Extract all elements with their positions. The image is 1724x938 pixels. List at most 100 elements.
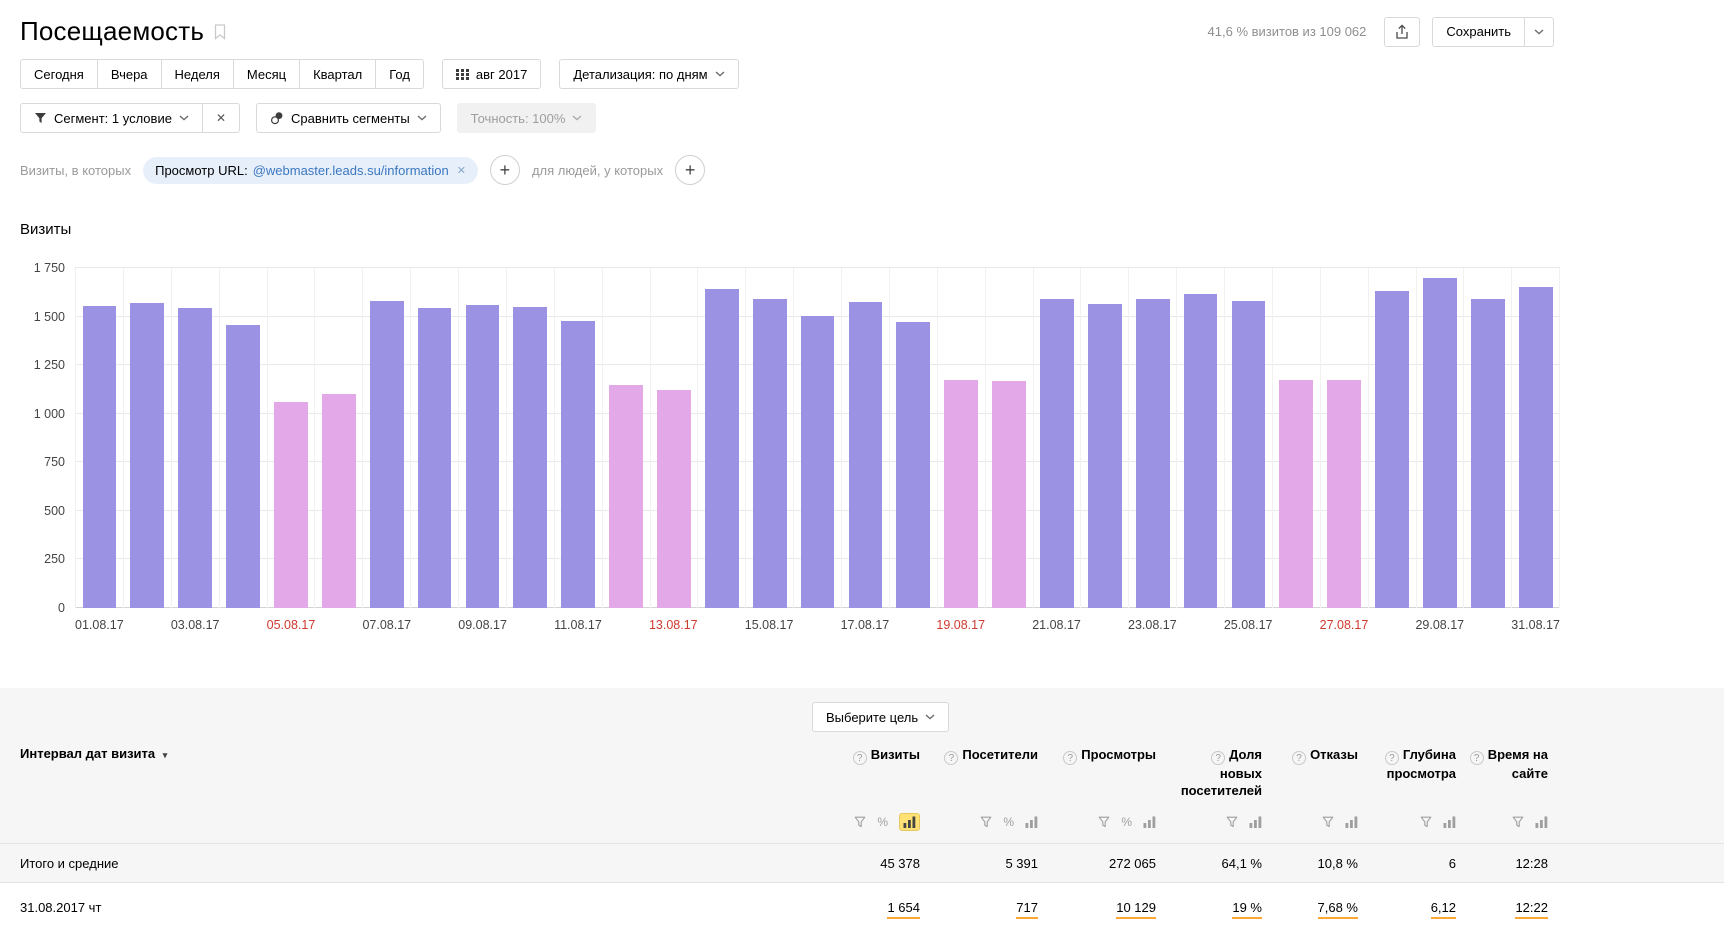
bar-16.08.17[interactable] [800,315,835,608]
help-icon[interactable]: ? [1384,751,1399,765]
bar-07.08.17[interactable] [369,301,404,608]
bar-31.08.17[interactable] [1518,286,1553,608]
column-header-5[interactable]: ? Отказы [1274,746,1370,765]
chart-slot [1511,268,1561,608]
chart-slot [410,268,458,608]
help-icon[interactable]: ? [852,751,867,765]
bar-05.08.17[interactable] [274,402,308,608]
row-label[interactable]: 31.08.2017 чт [20,899,102,915]
compare-segments-button[interactable]: Сравнить сегменты [256,103,441,133]
cell: 717 [932,899,1050,919]
bar-02.08.17[interactable] [130,302,165,608]
goal-select-button[interactable]: Выберите цель [812,702,950,732]
bars-icon[interactable] [1249,816,1262,828]
bar-22.08.17[interactable] [1087,303,1122,608]
help-icon[interactable]: ? [944,751,959,765]
bar-15.08.17[interactable] [752,299,787,608]
filter-icon[interactable] [1512,816,1524,828]
cell: 10 129 [1050,899,1168,919]
help-icon[interactable]: ? [1211,751,1226,765]
bar-20.08.17[interactable] [992,380,1026,608]
filter-icon[interactable] [854,816,866,828]
bar-10.08.17[interactable] [513,306,548,608]
period-button-1[interactable]: Сегодня [20,59,98,89]
save-dropdown-button[interactable] [1525,16,1554,47]
column-header-1[interactable]: ? Визиты [812,746,932,765]
bookmark-icon[interactable] [214,23,226,40]
x-tick-label: 11.08.17 [554,618,602,632]
bars-icon[interactable] [1345,816,1358,828]
accuracy-button[interactable]: Точность: 100% [456,103,597,133]
url-filter-chip[interactable]: Просмотр URL: @webmaster.leads.su/inform… [143,156,478,184]
y-tick-label: 1 500 [33,309,65,324]
bar-26.08.17[interactable] [1279,379,1314,608]
column-header-2[interactable]: ? Посетители [932,746,1050,765]
remove-filter-icon[interactable]: ✕ [456,164,466,177]
for-people-label: для людей, у которых [531,162,664,178]
bars-icon[interactable] [1025,816,1038,828]
x-tick: 23.08.17 [1128,617,1177,632]
bar-21.08.17[interactable] [1040,299,1074,608]
column-header-6[interactable]: ? Глубина просмотра [1370,746,1468,782]
filter-icon[interactable] [980,816,992,828]
bar-13.08.17[interactable] [657,390,691,608]
chip-prefix: Просмотр URL: [155,162,248,178]
save-button[interactable]: Сохранить [1432,16,1525,47]
bar-04.08.17[interactable] [226,325,260,608]
bar-27.08.17[interactable] [1327,379,1362,608]
bar-23.08.17[interactable] [1135,299,1170,608]
period-button-5[interactable]: Квартал [299,59,377,89]
filter-icon[interactable] [1420,816,1432,828]
bar-03.08.17[interactable] [178,307,213,608]
date-interval-header[interactable]: Интервал дат визита ▾ [20,746,812,761]
add-visit-condition-button[interactable]: + [489,155,520,185]
chart-slot [1224,268,1272,608]
bar-14.08.17[interactable] [704,289,739,608]
chart-slot [745,268,793,608]
detail-button[interactable]: Детализация: по дням [559,59,739,89]
period-button-6[interactable]: Год [375,59,424,89]
export-button[interactable] [1384,16,1421,47]
bar-01.08.17[interactable] [82,305,117,608]
percent-icon[interactable]: % [877,815,888,829]
bar-12.08.17[interactable] [609,384,643,608]
column-header-3[interactable]: ? Просмотры [1050,746,1168,765]
percent-icon[interactable]: % [1121,815,1132,829]
help-icon[interactable]: ? [1063,751,1078,765]
bar-30.08.17[interactable] [1470,299,1505,608]
bar-18.08.17[interactable] [896,322,931,608]
segment-button[interactable]: Сегмент: 1 условие [20,103,203,133]
bar-24.08.17[interactable] [1183,294,1218,608]
bar-29.08.17[interactable] [1423,277,1457,608]
column-header-label: Отказы [1310,747,1358,762]
filter-icon[interactable] [1098,816,1110,828]
help-icon[interactable]: ? [1292,751,1307,765]
bar-08.08.17[interactable] [417,307,452,608]
column-header-7[interactable]: ? Время на сайте [1468,746,1560,782]
bar-17.08.17[interactable] [848,302,883,608]
period-button-4[interactable]: Месяц [232,59,301,89]
bar-06.08.17[interactable] [321,394,356,608]
bar-09.08.17[interactable] [465,304,500,608]
bars-icon[interactable] [899,813,920,831]
add-people-condition-button[interactable]: + [675,155,706,185]
bar-25.08.17[interactable] [1231,301,1266,608]
segment-clear-button[interactable]: ✕ [201,103,241,133]
period-button-2[interactable]: Вчера [96,59,162,89]
filter-icon[interactable] [1226,816,1238,828]
column-header-4[interactable]: ? Доля новых посетителей [1168,746,1274,799]
cell-value: 12:22 [1515,899,1548,919]
period-button-3[interactable]: Неделя [160,59,234,89]
bar-28.08.17[interactable] [1375,291,1409,608]
bar-11.08.17[interactable] [561,321,596,608]
bars-icon[interactable] [1143,816,1156,828]
help-icon[interactable]: ? [1469,751,1484,765]
filter-icon[interactable] [1322,816,1334,828]
column-header-label: Глубина просмотра [1386,747,1456,781]
column-tools: % [932,815,1050,829]
bar-19.08.17[interactable] [944,379,979,608]
calendar-button[interactable]: авг 2017 [441,59,542,89]
percent-icon[interactable]: % [1003,815,1014,829]
bars-icon[interactable] [1535,816,1548,828]
bars-icon[interactable] [1443,816,1456,828]
